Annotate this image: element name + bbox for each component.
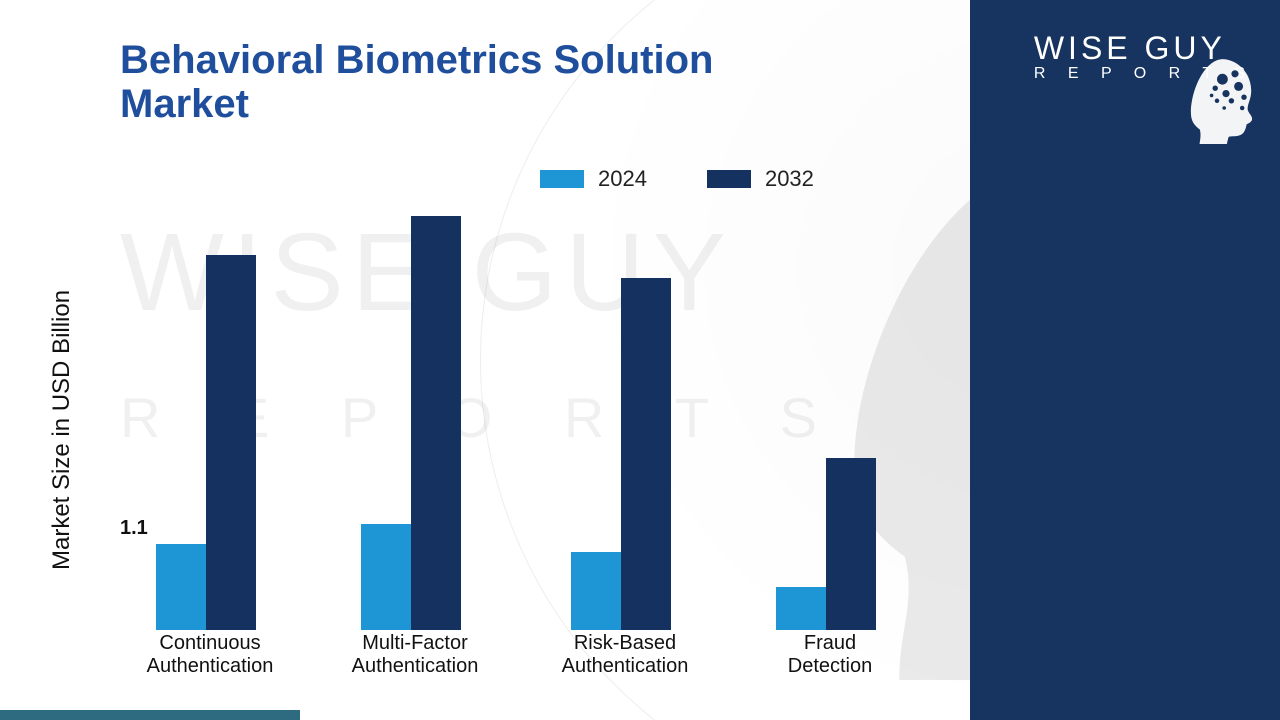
legend-label-2032: 2032 — [765, 166, 814, 192]
bar-value-label: 1.1 — [120, 517, 148, 540]
legend-swatch-2024 — [540, 170, 584, 188]
bar-2024 — [571, 552, 621, 630]
bar-2024 — [776, 587, 826, 630]
brand-logo: WISE GUY R E P O R T S — [1034, 30, 1254, 83]
bar-2024 — [156, 544, 206, 630]
page-root: WISE GUY R E P O R T S Behavioral Biomet… — [0, 0, 1280, 720]
x-axis-label: FraudDetection — [740, 632, 920, 678]
x-axis-label: Risk-BasedAuthentication — [535, 632, 715, 678]
chart-title: Behavioral Biometrics Solution Market — [120, 38, 760, 126]
legend-label-2024: 2024 — [598, 166, 647, 192]
bar-2032 — [206, 255, 256, 630]
x-axis: ContinuousAuthentication Multi-FactorAuth… — [110, 632, 940, 692]
x-axis-label: Multi-FactorAuthentication — [325, 632, 505, 678]
chart-legend: 2024 2032 — [540, 166, 814, 192]
legend-swatch-2032 — [707, 170, 751, 188]
footer-accent — [0, 710, 300, 720]
legend-item-2032: 2032 — [707, 166, 814, 192]
bar-2024 — [361, 524, 411, 630]
plot-area: 1.1 — [110, 200, 940, 630]
brand-head-icon — [1172, 54, 1262, 144]
legend-item-2024: 2024 — [540, 166, 647, 192]
bar-2032 — [826, 458, 876, 630]
bar-2032 — [621, 278, 671, 630]
bar-2032 — [411, 216, 461, 630]
y-axis-label: Market Size in USD Billion — [48, 290, 76, 570]
x-axis-label: ContinuousAuthentication — [120, 632, 300, 678]
